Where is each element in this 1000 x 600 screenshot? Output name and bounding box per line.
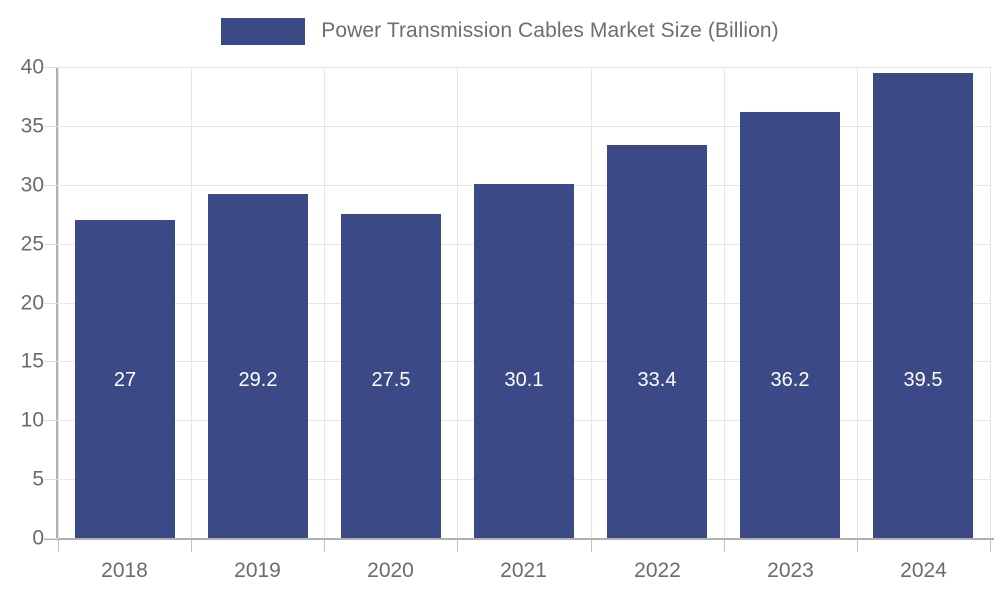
y-axis-tick-label: 30 <box>20 173 44 197</box>
bar-value-label: 30.1 <box>504 368 544 391</box>
bar-value-label: 27 <box>113 368 137 391</box>
y-axis-tick-label: 5 <box>32 467 44 491</box>
x-axis-tick-mark <box>857 540 858 552</box>
bar[interactable]: 27 <box>75 220 175 538</box>
bar-value-label: 36.2 <box>770 368 810 391</box>
x-axis-tick-mark <box>591 540 592 552</box>
x-axis-tick-mark <box>457 540 458 552</box>
gridline-horizontal <box>58 67 990 68</box>
x-axis-tick-label: 2018 <box>101 559 148 582</box>
bar-value-label: 29.2 <box>238 368 278 391</box>
bar-value-label: 39.5 <box>903 368 943 391</box>
y-axis-tick-label: 25 <box>20 232 44 256</box>
gridline-vertical <box>990 67 991 538</box>
y-axis-line <box>56 67 58 540</box>
y-axis-tick-label: 40 <box>20 55 44 79</box>
gridline-vertical <box>857 67 858 538</box>
gridline-vertical <box>591 67 592 538</box>
gridline-vertical <box>724 67 725 538</box>
y-axis-tick-labels: 0 5 10 15 20 25 30 35 40 <box>0 0 44 600</box>
y-axis-tick-mark <box>44 67 58 68</box>
gridline-vertical <box>324 67 325 538</box>
x-axis-tick-mark <box>324 540 325 552</box>
y-axis-tick-label: 15 <box>20 349 44 373</box>
x-axis-tick-label: 2023 <box>767 559 814 582</box>
y-axis-tick-label: 35 <box>20 114 44 138</box>
legend-swatch-power-transmission-cables <box>221 17 306 45</box>
bar[interactable]: 30.1 <box>474 183 574 538</box>
gridline-horizontal <box>58 125 990 127</box>
bar[interactable]: 29.2 <box>208 194 308 538</box>
plot-area: 27 29.2 27.5 30.1 33.4 36.2 39.5 <box>58 67 991 539</box>
bar[interactable]: 33.4 <box>607 144 707 538</box>
y-axis-tick-mark <box>44 479 58 481</box>
y-axis-tick-mark <box>44 538 58 539</box>
y-axis-tick-mark <box>44 302 58 304</box>
y-axis-tick-mark <box>44 361 58 363</box>
bar[interactable]: 36.2 <box>740 111 840 538</box>
x-axis-tick-mark <box>724 540 725 552</box>
chart-legend: Power Transmission Cables Market Size (B… <box>0 12 1000 50</box>
bar-value-label: 27.5 <box>371 369 411 391</box>
y-axis-tick-mark <box>44 420 58 422</box>
y-axis-tick-label: 20 <box>20 291 44 314</box>
gridline-vertical <box>457 67 458 538</box>
x-axis-tick-label: 2020 <box>367 559 414 582</box>
y-axis-tick-mark <box>44 184 58 186</box>
x-axis-tick-label: 2019 <box>234 559 281 582</box>
legend-label: Power Transmission Cables Market Size (B… <box>321 19 779 42</box>
x-axis-tick-label: 2022 <box>634 559 681 582</box>
bar[interactable]: 39.5 <box>873 72 973 538</box>
y-axis-tick-mark <box>44 125 58 127</box>
bar-value-label: 33.4 <box>637 368 677 391</box>
bar[interactable]: 27.5 <box>341 214 441 538</box>
x-axis-tick-label: 2021 <box>500 559 547 582</box>
x-axis-tick-mark <box>990 540 991 552</box>
gridline-vertical <box>191 67 192 538</box>
x-axis-tick-mark <box>58 540 59 552</box>
x-axis-tick-label: 2024 <box>900 559 947 582</box>
y-axis-tick-label: 0 <box>32 526 44 550</box>
x-axis-line <box>44 538 994 540</box>
gridline-vertical <box>58 67 59 538</box>
x-axis-tick-mark <box>191 540 192 552</box>
y-axis-tick-mark <box>44 243 58 245</box>
y-axis-tick-label: 10 <box>20 408 44 432</box>
